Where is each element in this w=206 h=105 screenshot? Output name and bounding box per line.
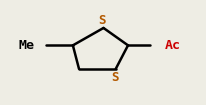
Text: S: S [98,14,106,27]
Text: S: S [110,71,118,84]
Text: Ac: Ac [164,39,180,52]
Text: Me: Me [18,39,34,52]
